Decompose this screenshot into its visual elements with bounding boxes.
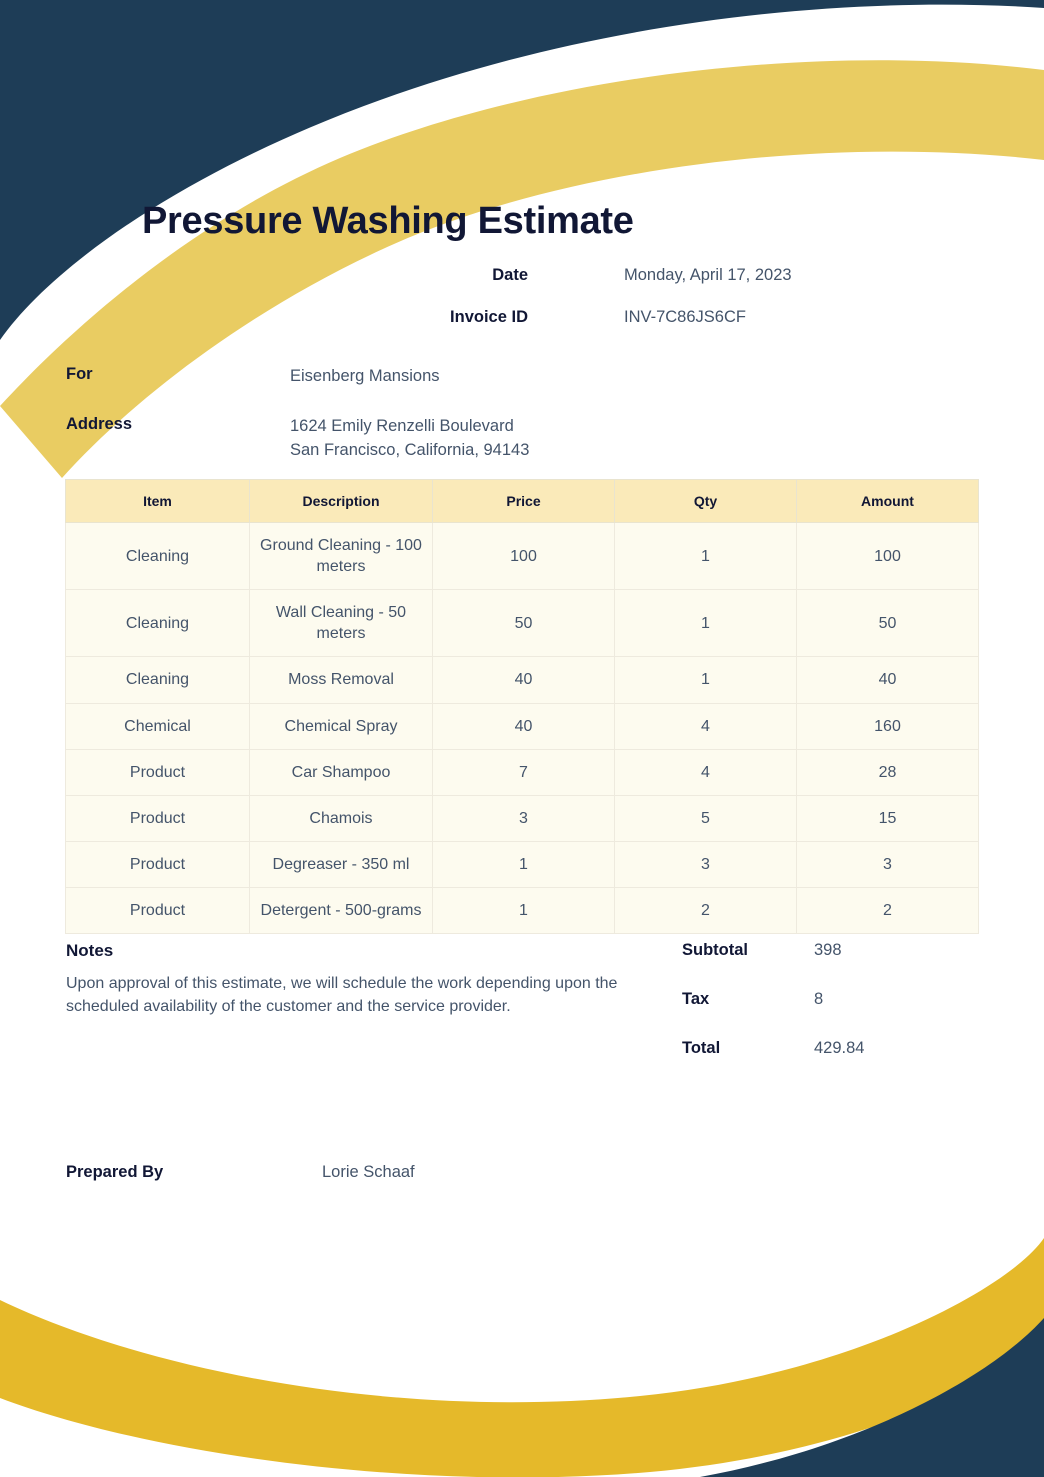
invoice-id-label: Invoice ID — [450, 308, 528, 326]
cell-item: Product — [65, 840, 250, 888]
column-header-price: Price — [432, 479, 615, 523]
for-value: Eisenberg Mansions — [290, 367, 440, 385]
line-items-table: Item Description Price Qty Amount Cleani… — [65, 479, 979, 935]
cell-qty: 4 — [614, 702, 797, 750]
date-label: Date — [492, 266, 528, 284]
cell-qty: 1 — [614, 589, 797, 658]
table-header: Item Description Price Qty Amount — [65, 479, 979, 523]
party-row-for: For Eisenberg Mansions — [66, 365, 766, 388]
document-meta: Date Monday, April 17, 2023 Invoice ID I… — [430, 266, 990, 350]
cell-description: Moss Removal — [249, 656, 433, 704]
column-header-qty: Qty — [614, 479, 797, 523]
cell-amount: 40 — [796, 656, 979, 704]
cell-price: 3 — [432, 794, 615, 842]
cell-price: 50 — [432, 589, 615, 658]
cell-price: 40 — [432, 656, 615, 704]
recipient-block: For Eisenberg Mansions Address 1624 Emil… — [66, 365, 766, 489]
cell-price: 1 — [432, 886, 615, 935]
column-header-amount: Amount — [796, 479, 979, 523]
cell-qty: 3 — [614, 840, 797, 888]
table-header-row: Item Description Price Qty Amount — [65, 479, 979, 523]
table-body: Cleaning Ground Cleaning - 100 meters 10… — [65, 521, 979, 935]
prepared-by-value: Lorie Schaaf — [322, 1163, 415, 1181]
party-row-address: Address 1624 Emily Renzelli Boulevard Sa… — [66, 415, 766, 462]
for-label: For — [66, 365, 93, 383]
cell-amount: 2 — [796, 886, 979, 935]
cell-description: Car Shampoo — [249, 748, 433, 796]
cell-amount: 15 — [796, 794, 979, 842]
prepared-by-section: Prepared By Lorie Schaaf — [66, 1163, 415, 1182]
total-label: Total — [682, 1039, 721, 1057]
table-row: Cleaning Moss Removal 40 1 40 — [65, 656, 979, 704]
page-title: Pressure Washing Estimate — [142, 200, 634, 242]
totals-row-tax: Tax 8 — [682, 990, 982, 1009]
tax-value: 8 — [814, 990, 824, 1008]
totals-row-total: Total 429.84 — [682, 1039, 982, 1058]
column-header-item: Item — [65, 479, 250, 523]
cell-description: Chamois — [249, 794, 433, 842]
cell-description: Wall Cleaning - 50 meters — [249, 589, 433, 658]
cell-qty: 1 — [614, 521, 797, 591]
cell-description: Ground Cleaning - 100 meters — [249, 521, 433, 591]
tax-label: Tax — [682, 990, 710, 1008]
cell-qty: 2 — [614, 886, 797, 935]
cell-qty: 1 — [614, 656, 797, 704]
totals-section: Subtotal 398 Tax 8 Total 429.84 — [682, 941, 982, 1088]
cell-description: Detergent - 500-grams — [249, 886, 433, 935]
address-value: 1624 Emily Renzelli Boulevard San Franci… — [290, 415, 529, 462]
cell-price: 7 — [432, 748, 615, 796]
column-header-description: Description — [249, 479, 433, 523]
cell-item: Product — [65, 794, 250, 842]
cell-qty: 5 — [614, 794, 797, 842]
table-row: Product Car Shampoo 7 4 28 — [65, 748, 979, 796]
table-row: Product Detergent - 500-grams 1 2 2 — [65, 886, 979, 935]
address-line-2: San Francisco, California, 94143 — [290, 440, 530, 459]
cell-item: Cleaning — [65, 521, 250, 591]
notes-title: Notes — [66, 941, 114, 960]
cell-price: 100 — [432, 521, 615, 591]
table-row: Cleaning Wall Cleaning - 50 meters 50 1 … — [65, 589, 979, 658]
totals-row-subtotal: Subtotal 398 — [682, 941, 982, 960]
table-row: Product Degreaser - 350 ml 1 3 3 — [65, 840, 979, 888]
invoice-id-value: INV-7C86JS6CF — [624, 308, 746, 326]
cell-description: Degreaser - 350 ml — [249, 840, 433, 888]
notes-section: Notes Upon approval of this estimate, we… — [66, 941, 658, 1018]
cell-item: Chemical — [65, 702, 250, 750]
subtotal-label: Subtotal — [682, 941, 748, 959]
total-value: 429.84 — [814, 1039, 865, 1057]
cell-description: Chemical Spray — [249, 702, 433, 750]
address-line-1: 1624 Emily Renzelli Boulevard — [290, 417, 514, 436]
cell-price: 40 — [432, 702, 615, 750]
cell-amount: 160 — [796, 702, 979, 750]
cell-amount: 3 — [796, 840, 979, 888]
table-row: Product Chamois 3 5 15 — [65, 794, 979, 842]
meta-row-date: Date Monday, April 17, 2023 — [430, 266, 990, 285]
cell-amount: 28 — [796, 748, 979, 796]
cell-qty: 4 — [614, 748, 797, 796]
cell-item: Product — [65, 886, 250, 935]
prepared-by-label: Prepared By — [66, 1163, 164, 1181]
cell-item: Cleaning — [65, 656, 250, 704]
cell-amount: 50 — [796, 589, 979, 658]
cell-item: Cleaning — [65, 589, 250, 658]
subtotal-value: 398 — [814, 941, 842, 959]
address-label: Address — [66, 415, 133, 434]
date-value: Monday, April 17, 2023 — [624, 266, 792, 284]
notes-text: Upon approval of this estimate, we will … — [66, 975, 618, 1015]
meta-row-invoice-id: Invoice ID INV-7C86JS6CF — [430, 308, 990, 327]
table-row: Chemical Chemical Spray 40 4 160 — [65, 702, 979, 750]
cell-item: Product — [65, 748, 250, 796]
cell-price: 1 — [432, 840, 615, 888]
table-row: Cleaning Ground Cleaning - 100 meters 10… — [65, 521, 979, 591]
cell-amount: 100 — [796, 521, 979, 591]
